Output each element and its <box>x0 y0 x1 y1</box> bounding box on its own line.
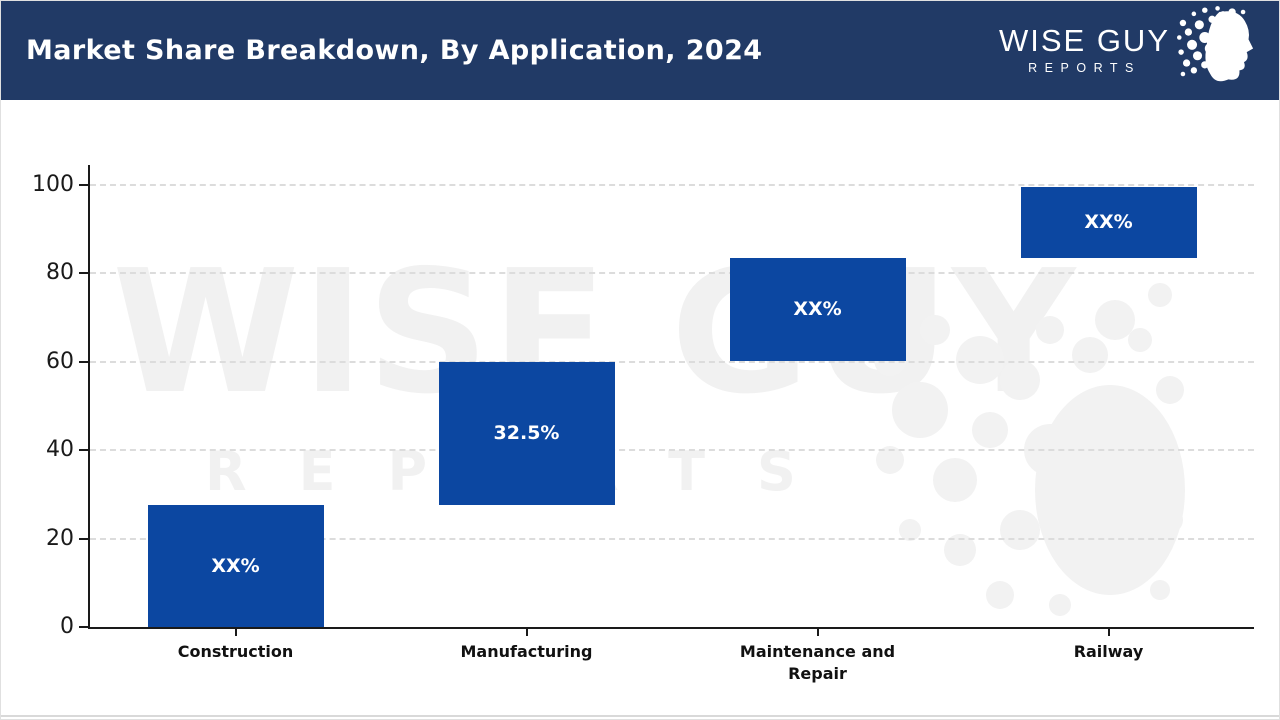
bar-railway: XX% <box>1020 186 1197 258</box>
y-tick-label: 0 <box>60 614 74 639</box>
bottom-divider <box>0 715 1280 717</box>
x-tick-mark <box>816 627 819 636</box>
x-axis-label: Manufacturing <box>460 642 593 661</box>
brand-logo: WISE GUY REPORTS <box>999 4 1254 96</box>
y-tick-label: 40 <box>46 437 74 462</box>
y-tick-label: 100 <box>32 171 74 197</box>
y-tick-mark <box>79 183 88 186</box>
gridline-80 <box>90 272 1254 274</box>
x-axis-label: Construction <box>177 642 294 661</box>
bar-value-label: XX% <box>211 555 260 578</box>
x-tick-mark <box>234 627 237 636</box>
gridline-20 <box>90 537 1254 540</box>
chart-canvas: WISE GUY REPORTS 020406080100XX%Construc… <box>0 100 1280 720</box>
brand-name: WISE GUY <box>998 23 1170 58</box>
header-band: Market Share Breakdown, By Application, … <box>0 0 1280 100</box>
gridline-40 <box>90 449 1254 451</box>
bar-construction: XX% <box>147 505 324 627</box>
y-tick-mark <box>79 537 88 540</box>
plot-area: 0 20 40 60 80 100 XX% Construction 32.5% Manufact… <box>32 165 1254 683</box>
y-tick-label: 80 <box>46 260 74 285</box>
y-tick-mark <box>79 272 88 274</box>
bar-manufacturing: 32.5% <box>438 361 615 506</box>
y-tick-mark <box>79 449 88 451</box>
x-tick-mark <box>525 627 528 636</box>
x-tick-mark <box>1107 627 1110 636</box>
bar-maintenance-and-repair: XX% <box>729 257 906 362</box>
brand-subtitle: REPORTS <box>1028 61 1141 75</box>
brand-logo-text: WISE GUY REPORTS <box>999 25 1170 75</box>
chart-title: Market Share Breakdown, By Application, … <box>26 34 763 66</box>
y-tick-label: 20 <box>46 525 74 551</box>
bar-value-label: 32.5% <box>493 422 560 445</box>
y-tick-mark <box>79 626 88 628</box>
x-axis-label: Railway <box>1073 642 1144 661</box>
bar-value-label: XX% <box>793 298 842 321</box>
gridline-60 <box>90 360 1254 363</box>
x-axis-label: Maintenance and Repair <box>739 642 896 683</box>
bar-value-label: XX% <box>1084 211 1133 234</box>
y-tick-mark <box>79 360 88 363</box>
brand-head-icon <box>1172 4 1254 96</box>
y-tick-label: 60 <box>46 348 74 374</box>
watermark-head-dots-icon <box>860 200 1200 624</box>
gridline-100 <box>90 183 1254 186</box>
